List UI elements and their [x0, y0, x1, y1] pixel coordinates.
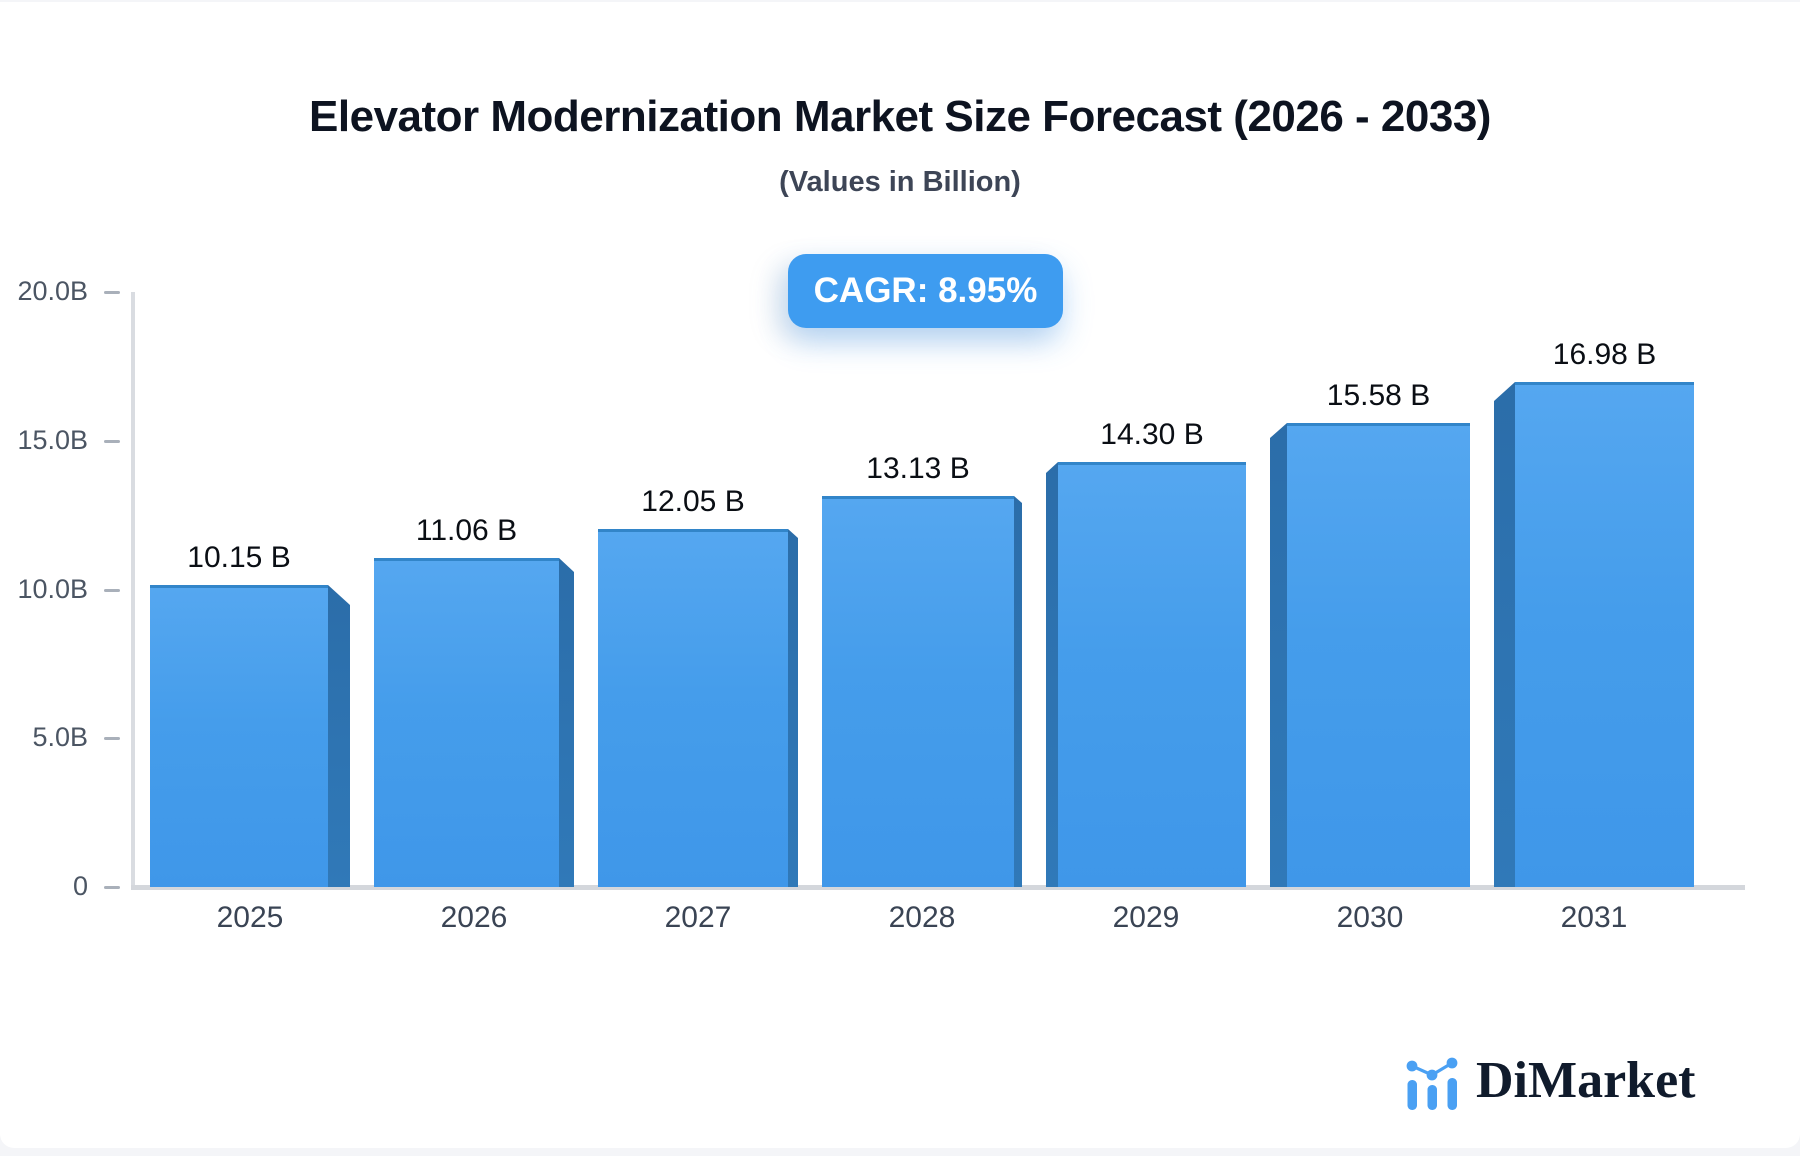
x-axis-label-2028: 2028 [888, 901, 956, 934]
bar-side-face-2027 [788, 529, 798, 887]
y-tick-label: 0 [72, 871, 88, 901]
y-tick-dash [104, 291, 120, 294]
bar-side-face-2029 [1046, 462, 1058, 887]
bar-2030 [1270, 423, 1470, 887]
chart-subtitle: (Values in Billion) [779, 166, 1021, 198]
y-axis-line [131, 292, 135, 889]
bar-face-2025 [150, 585, 328, 887]
bar-value-label-2029: 14.30 B [1100, 418, 1204, 451]
logo-wordmark: DiMarket [1476, 1052, 1696, 1109]
x-axis-label-2027: 2027 [664, 901, 732, 934]
bar-2026 [374, 558, 574, 887]
bar-2029 [1046, 462, 1246, 887]
x-axis-baseline [131, 885, 1745, 890]
bar-face-2028 [822, 496, 1014, 887]
bar-side-face-2030 [1270, 423, 1287, 887]
cagr-badge-label: CAGR: 8.95% [813, 271, 1038, 310]
bar-2025 [150, 585, 350, 887]
cagr-badge: CAGR: 8.95% [788, 254, 1063, 328]
bar-value-label-2026: 11.06 B [415, 514, 518, 547]
bar-value-label-2027: 12.05 B [641, 485, 745, 518]
mini-bar-line-chart-icon [1406, 1057, 1458, 1110]
bar-side-face-2028 [1014, 496, 1022, 887]
bar-face-2026 [374, 558, 559, 887]
y-tick-label: 15.0B [17, 424, 88, 455]
bar-face-2030 [1287, 423, 1470, 887]
bar-2028 [822, 496, 1022, 887]
dimarket-logo: DiMarket [1404, 1038, 1695, 1110]
bar-value-label-2031: 16.98 B [1552, 338, 1657, 371]
y-tick-dash [104, 588, 120, 592]
bar-face-2027 [598, 529, 788, 887]
y-tick-dash [104, 737, 120, 741]
y-tick-label: 5.0B [32, 722, 88, 753]
bar-2031 [1494, 382, 1694, 887]
x-axis-label-2025: 2025 [216, 901, 284, 934]
chart-title: Elevator Modernization Market Size Forec… [309, 92, 1491, 141]
y-tick-dash [104, 886, 120, 889]
bar-side-face-2031 [1494, 382, 1515, 887]
bar-value-label-2030: 15.58 B [1326, 379, 1431, 412]
y-tick-dash [104, 439, 120, 443]
bar-value-label-2028: 13.13 B [866, 452, 970, 485]
bar-face-2029 [1058, 462, 1246, 887]
x-axis-label-2031: 2031 [1560, 901, 1628, 934]
x-axis-label-2030: 2030 [1336, 901, 1404, 934]
x-axis-label-2026: 2026 [440, 901, 508, 934]
x-axis-label-2029: 2029 [1112, 901, 1180, 934]
y-tick-label: 20.0B [17, 276, 88, 306]
bar-2027 [598, 529, 798, 887]
y-tick-label: 10.0B [17, 573, 88, 604]
bar-side-face-2025 [328, 585, 350, 887]
bar-value-label-2025: 10.15 B [187, 541, 291, 574]
bar-face-2031 [1515, 382, 1694, 887]
bar-side-face-2026 [559, 558, 574, 887]
